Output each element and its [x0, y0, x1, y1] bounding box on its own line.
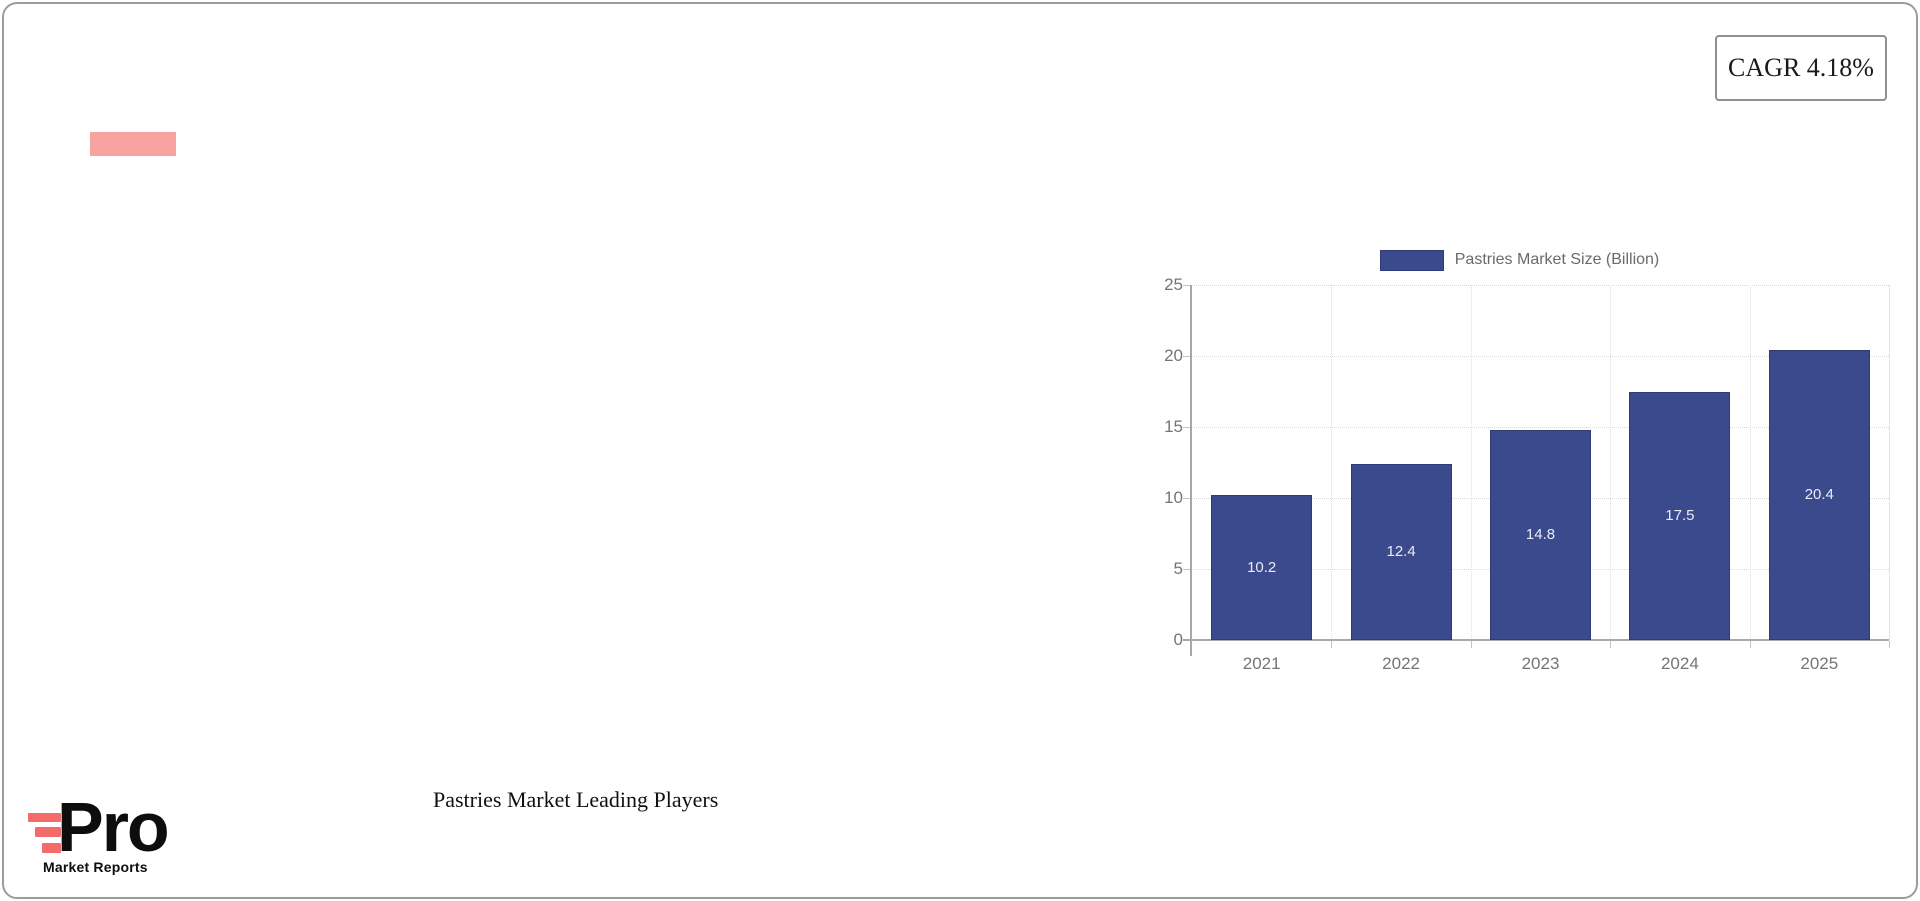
cagr-badge: CAGR 4.18% [1715, 35, 1887, 101]
y-gridline [1192, 285, 1889, 286]
y-axis-tick [1183, 498, 1191, 499]
x-gridline [1470, 285, 1472, 640]
cagr-badge-label: CAGR 4.18% [1728, 53, 1874, 82]
bar-2022[interactable] [1350, 463, 1452, 640]
x-axis-tick [1470, 641, 1472, 648]
bar-2023[interactable] [1490, 429, 1591, 640]
y-axis-tick [1183, 569, 1191, 570]
x-axis-tick [1331, 641, 1333, 648]
y-gridline [1192, 356, 1889, 357]
legend-label: Pastries Market Size (Billion) [1454, 251, 1660, 268]
chart-legend[interactable]: Pastries Market Size (Billion) [1150, 247, 1889, 273]
bar-2021[interactable] [1211, 495, 1313, 640]
x-gridline [1889, 285, 1890, 640]
y-axis-label: 25 [1164, 275, 1183, 294]
logo-bar-icon [42, 843, 61, 853]
legend-swatch [1379, 249, 1444, 271]
bar-value-label: 14.8 [1525, 525, 1556, 543]
x-gridline [1331, 285, 1333, 640]
y-axis-tick [1183, 285, 1191, 286]
x-gridline [1749, 285, 1751, 640]
x-axis-label: 2021 [1242, 654, 1281, 673]
x-axis-label: 2025 [1800, 654, 1839, 673]
bar-value-label: 12.4 [1386, 542, 1416, 560]
x-axis-label: 2023 [1521, 654, 1560, 673]
y-axis-tick [1183, 356, 1191, 357]
y-axis-line [1190, 285, 1192, 656]
x-axis-tick [1889, 641, 1890, 648]
x-axis-line [1183, 639, 1889, 641]
title-highlight-bar [90, 132, 176, 156]
logo-bar-icon [35, 827, 61, 837]
bar-value-label: 17.5 [1665, 506, 1695, 524]
y-axis-label: 5 [1173, 559, 1183, 578]
bar-2024[interactable] [1629, 391, 1731, 640]
y-gridline [1192, 427, 1889, 428]
x-axis-label: 2024 [1660, 654, 1699, 673]
y-axis-label: 15 [1164, 417, 1183, 436]
y-axis-label: 0 [1173, 630, 1183, 649]
pro-market-reports-logo: Pro Market Reports [26, 792, 226, 883]
x-axis-label: 2022 [1382, 654, 1420, 673]
bar-2025[interactable] [1768, 350, 1870, 640]
bar-value-label: 20.4 [1804, 486, 1834, 504]
logo-text: Pro [57, 788, 170, 866]
x-gridline [1610, 285, 1612, 640]
logo-subtext: Market Reports [43, 859, 148, 875]
x-axis-tick [1610, 641, 1612, 648]
y-axis-label: 10 [1164, 488, 1183, 507]
y-axis-tick [1183, 427, 1191, 428]
bar-value-label: 10.2 [1247, 558, 1277, 576]
x-axis-tick [1749, 641, 1751, 648]
logo-bar-icon [28, 813, 61, 822]
y-axis-label: 20 [1164, 346, 1183, 365]
page-title: Pastries Market Leading Players [433, 787, 719, 812]
